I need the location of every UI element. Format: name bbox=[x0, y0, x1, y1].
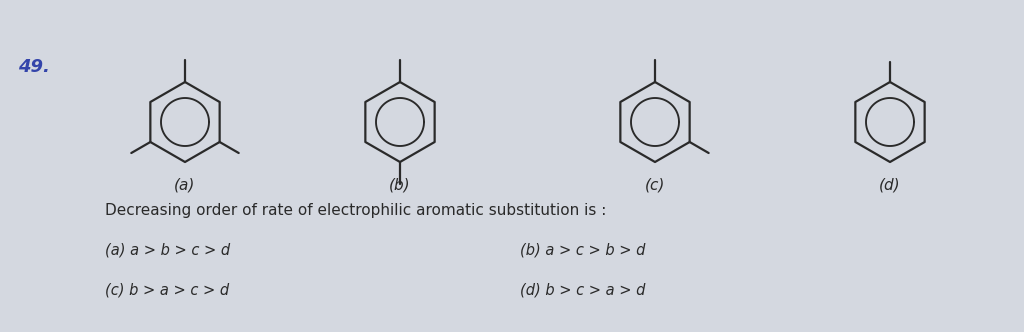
Text: (d): (d) bbox=[880, 177, 901, 192]
Text: (a): (a) bbox=[174, 177, 196, 192]
Text: (c): (c) bbox=[645, 177, 666, 192]
Text: (b) a > c > b > d: (b) a > c > b > d bbox=[520, 242, 645, 258]
Text: (c) b > a > c > d: (c) b > a > c > d bbox=[105, 283, 229, 297]
Text: 49.: 49. bbox=[18, 58, 50, 76]
Text: (d) b > c > a > d: (d) b > c > a > d bbox=[520, 283, 645, 297]
Text: (a) a > b > c > d: (a) a > b > c > d bbox=[105, 242, 230, 258]
Text: Decreasing order of rate of electrophilic aromatic substitution is :: Decreasing order of rate of electrophili… bbox=[105, 203, 606, 217]
Text: (b): (b) bbox=[389, 177, 411, 192]
